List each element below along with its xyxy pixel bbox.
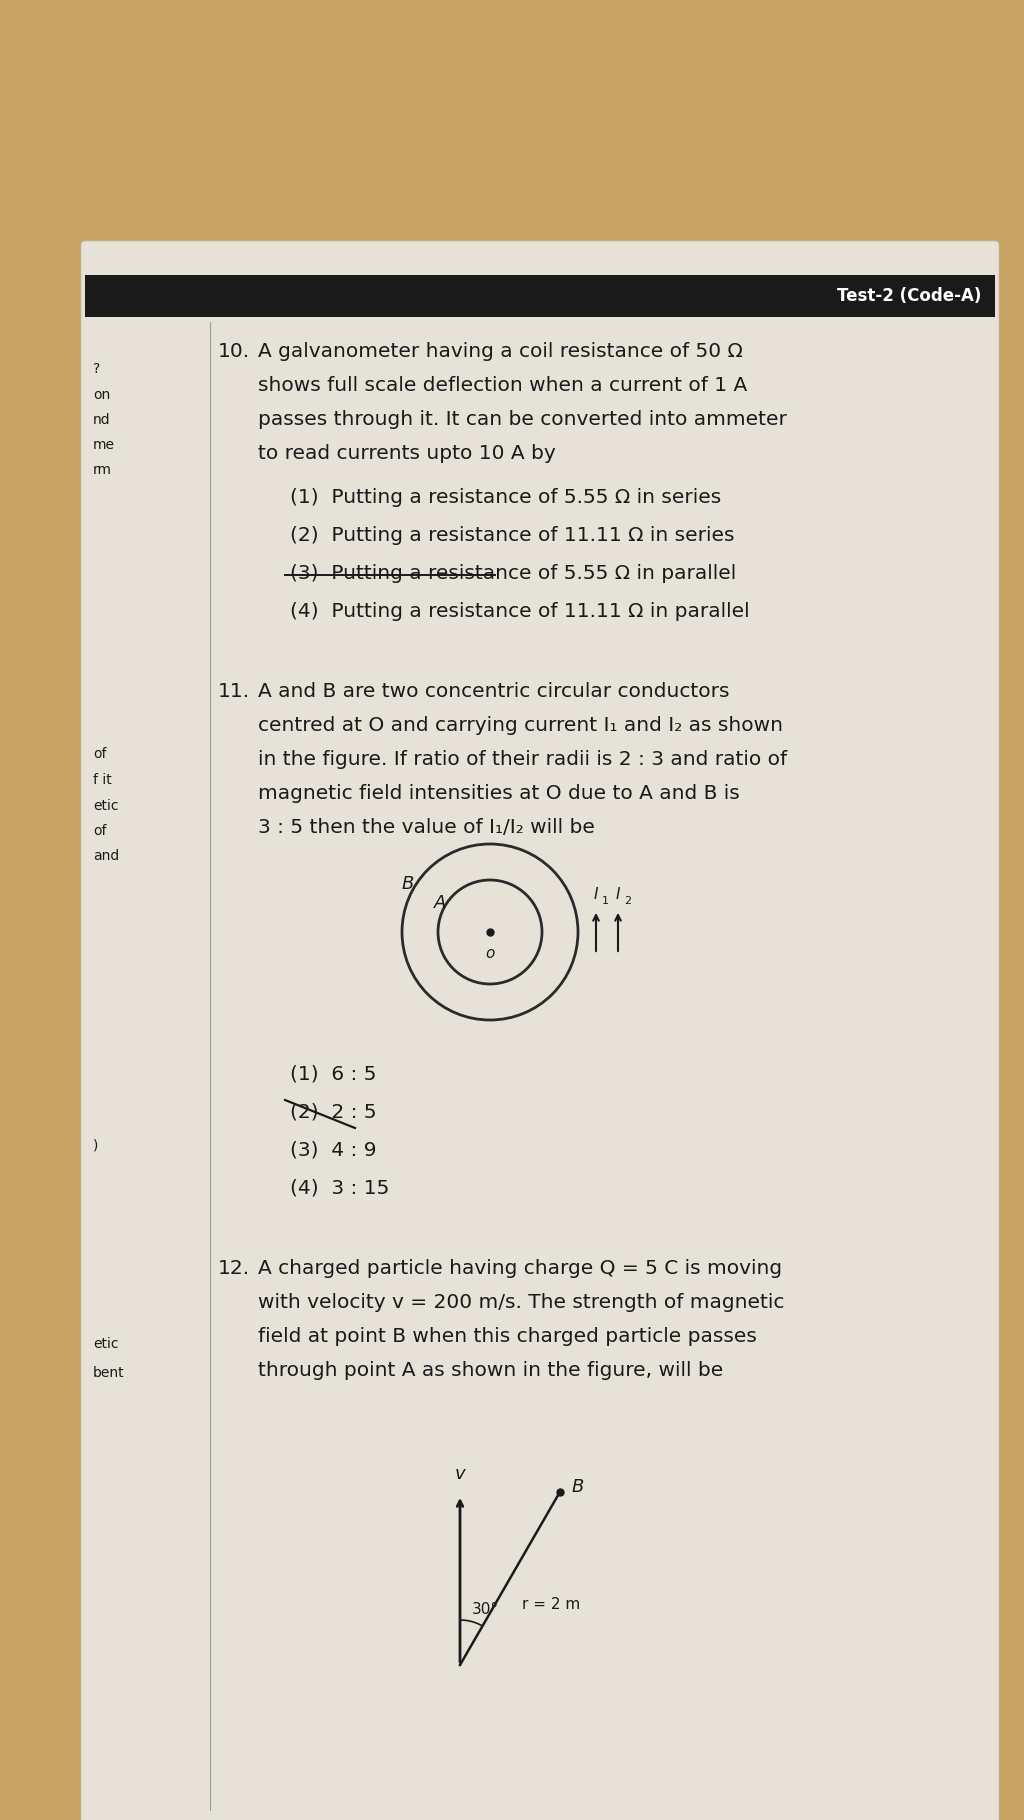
Text: centred at O and carrying current I₁ and I₂ as shown: centred at O and carrying current I₁ and… (258, 715, 783, 735)
Text: Test-2 (Code-A): Test-2 (Code-A) (837, 288, 981, 306)
Text: A and B are two concentric circular conductors: A and B are two concentric circular cond… (258, 682, 729, 701)
Text: me: me (93, 439, 115, 451)
Text: (4)  Putting a resistance of 11.11 Ω in parallel: (4) Putting a resistance of 11.11 Ω in p… (290, 602, 750, 621)
FancyBboxPatch shape (81, 240, 999, 1820)
Text: f it: f it (93, 774, 112, 788)
Text: o: o (485, 946, 495, 961)
Text: of: of (93, 824, 106, 837)
Text: B: B (401, 875, 414, 892)
Text: I: I (615, 886, 621, 903)
Text: v: v (455, 1465, 465, 1483)
Text: (2)  2 : 5: (2) 2 : 5 (290, 1103, 377, 1121)
Text: etic: etic (93, 799, 119, 814)
Text: 30°: 30° (472, 1602, 499, 1618)
Text: through point A as shown in the figure, will be: through point A as shown in the figure, … (258, 1361, 723, 1380)
Text: on: on (93, 388, 111, 402)
Text: field at point B when this charged particle passes: field at point B when this charged parti… (258, 1327, 757, 1347)
Text: 1: 1 (602, 895, 609, 906)
Text: r = 2 m: r = 2 m (522, 1596, 581, 1613)
Text: 10.: 10. (218, 342, 250, 360)
Bar (85, 275, 995, 317)
Text: and: and (93, 850, 119, 863)
Text: (4)  3 : 15: (4) 3 : 15 (290, 1179, 389, 1198)
Text: (3)  4 : 9: (3) 4 : 9 (290, 1141, 377, 1159)
Text: 3 : 5 then the value of I₁/I₂ will be: 3 : 5 then the value of I₁/I₂ will be (258, 817, 595, 837)
Text: A charged particle having charge Q = 5 C is moving: A charged particle having charge Q = 5 C… (258, 1259, 782, 1278)
Text: to read currents upto 10 A by: to read currents upto 10 A by (258, 444, 556, 462)
Text: 11.: 11. (218, 682, 250, 701)
Text: A galvanometer having a coil resistance of 50 Ω: A galvanometer having a coil resistance … (258, 342, 742, 360)
Text: 12.: 12. (218, 1259, 250, 1278)
Text: passes through it. It can be converted into ammeter: passes through it. It can be converted i… (258, 410, 786, 430)
Text: (1)  6 : 5: (1) 6 : 5 (290, 1065, 377, 1085)
Text: with velocity v = 200 m/s. The strength of magnetic: with velocity v = 200 m/s. The strength … (258, 1292, 784, 1312)
Text: rm: rm (93, 464, 112, 477)
Text: ?: ? (93, 362, 100, 377)
Text: A: A (433, 894, 446, 912)
Text: (1)  Putting a resistance of 5.55 Ω in series: (1) Putting a resistance of 5.55 Ω in se… (290, 488, 721, 508)
Text: (2)  Putting a resistance of 11.11 Ω in series: (2) Putting a resistance of 11.11 Ω in s… (290, 526, 734, 544)
Text: etic: etic (93, 1338, 119, 1350)
Text: (3)  Putting a resistance of 5.55 Ω in parallel: (3) Putting a resistance of 5.55 Ω in pa… (290, 564, 736, 582)
Text: in the figure. If ratio of their radii is 2 : 3 and ratio of: in the figure. If ratio of their radii i… (258, 750, 787, 770)
Text: 2: 2 (624, 895, 631, 906)
Text: shows full scale deflection when a current of 1 A: shows full scale deflection when a curre… (258, 377, 748, 395)
Text: I: I (594, 886, 598, 903)
Text: ): ) (93, 1139, 98, 1152)
Text: nd: nd (93, 413, 111, 428)
Text: B: B (572, 1478, 585, 1496)
Text: of: of (93, 746, 106, 761)
Text: magnetic field intensities at O due to A and B is: magnetic field intensities at O due to A… (258, 784, 739, 803)
Text: bent: bent (93, 1365, 125, 1380)
